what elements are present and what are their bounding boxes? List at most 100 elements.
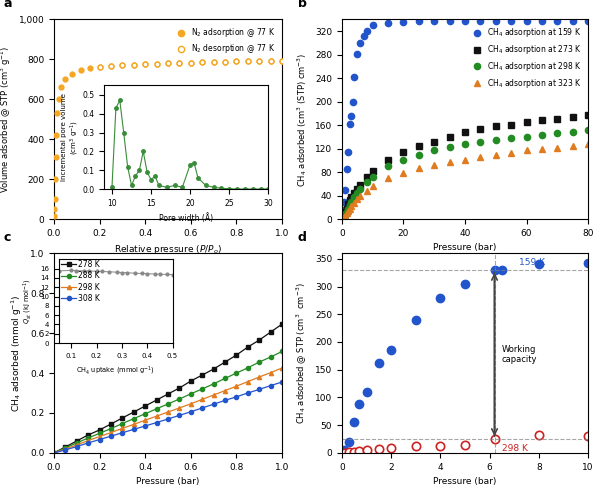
Y-axis label: Volume adsorbed @ STP (cm$^3$ g$^{-1}$): Volume adsorbed @ STP (cm$^3$ g$^{-1}$) <box>0 46 13 193</box>
308 K <box>153 420 160 426</box>
CH$_4$ adsorption at 298 K <box>346 202 353 208</box>
Text: 159 K: 159 K <box>519 259 545 267</box>
288 K <box>278 349 286 355</box>
CH$_4$ adsorption at 273 K <box>523 119 530 125</box>
308 K <box>164 416 172 422</box>
298 K <box>153 413 160 419</box>
CH$_4$ adsorption at 323 K <box>350 200 358 206</box>
298 K <box>107 430 115 435</box>
CH$_4$ adsorption at 323 K <box>446 159 453 165</box>
288 K <box>244 365 251 371</box>
278 K <box>119 415 126 421</box>
CH$_4$ adsorption at 323 K <box>477 154 484 160</box>
278 K <box>187 378 194 384</box>
CH$_4$ adsorption at 159 K <box>347 113 355 119</box>
CH$_4$ adsorption at 273 K <box>446 134 453 140</box>
CH$_4$ adsorption at 273 K <box>554 116 561 122</box>
Line: CH$_4$ adsorption at 323 K: CH$_4$ adsorption at 323 K <box>339 141 591 222</box>
CH$_4$ adsorption at 273 K <box>415 143 422 149</box>
298 K <box>164 409 172 415</box>
288 K <box>233 370 240 376</box>
CH$_4$ adsorption at 298 K <box>461 141 469 147</box>
CH$_4$ adsorption at 323 K <box>354 196 361 202</box>
CH$_4$ adsorption at 323 K <box>343 210 350 216</box>
308 K <box>107 433 115 439</box>
CH$_4$ adsorption at 298 K <box>341 211 349 217</box>
CH$_4$ adsorption at 298 K <box>340 215 347 221</box>
CH$_4$ adsorption at 273 K <box>385 157 392 163</box>
CH$_4$ adsorption at 298 K <box>363 179 370 185</box>
CH$_4$ adsorption at 273 K <box>339 216 346 222</box>
CH$_4$ adsorption at 159 K <box>360 33 367 39</box>
298 K <box>233 383 240 389</box>
X-axis label: Pressure (bar): Pressure (bar) <box>433 244 497 252</box>
CH$_4$ adsorption at 273 K <box>341 212 348 218</box>
298 K <box>278 365 286 371</box>
278 K <box>62 444 69 450</box>
CH$_4$ adsorption at 323 K <box>431 162 438 168</box>
CH$_4$ adsorption at 323 K <box>369 183 376 188</box>
298 K <box>119 426 126 431</box>
CH$_4$ adsorption at 159 K <box>344 149 352 154</box>
308 K <box>267 383 274 389</box>
288 K <box>142 411 149 417</box>
CH$_4$ adsorption at 273 K <box>354 186 361 191</box>
CH$_4$ adsorption at 323 K <box>492 151 499 157</box>
278 K <box>130 409 137 415</box>
308 K <box>96 437 103 443</box>
308 K <box>256 387 263 393</box>
278 K <box>96 427 103 433</box>
288 K <box>85 435 92 441</box>
CH$_4$ adsorption at 273 K <box>538 117 545 123</box>
308 K <box>142 423 149 429</box>
Y-axis label: CH$_4$ adsorbed (mmol g$^{-1}$): CH$_4$ adsorbed (mmol g$^{-1}$) <box>10 295 25 412</box>
Legend: CH$_4$ adsorption at 159 K, CH$_4$ adsorption at 273 K, CH$_4$ adsorption at 298: CH$_4$ adsorption at 159 K, CH$_4$ adsor… <box>466 23 584 93</box>
Line: 298 K: 298 K <box>52 366 284 455</box>
288 K <box>256 359 263 365</box>
CH$_4$ adsorption at 159 K <box>584 18 592 23</box>
CH$_4$ adsorption at 323 K <box>357 193 364 199</box>
278 K <box>107 421 115 427</box>
298 K <box>199 396 206 402</box>
CH$_4$ adsorption at 323 K <box>584 141 592 147</box>
CH$_4$ adsorption at 298 K <box>347 199 355 205</box>
CH$_4$ adsorption at 298 K <box>354 190 361 196</box>
CH$_4$ adsorption at 159 K <box>523 18 530 23</box>
308 K <box>176 412 183 418</box>
CH$_4$ adsorption at 273 K <box>346 197 353 203</box>
CH$_4$ adsorption at 159 K <box>339 215 346 221</box>
308 K <box>85 440 92 446</box>
298 K <box>187 401 194 407</box>
298 K <box>210 392 217 398</box>
CH$_4$ adsorption at 159 K <box>508 18 515 23</box>
CH$_4$ adsorption at 298 K <box>492 137 499 143</box>
278 K <box>142 403 149 409</box>
CH$_4$ adsorption at 273 K <box>363 174 370 180</box>
CH$_4$ adsorption at 159 K <box>477 18 484 23</box>
278 K <box>278 321 286 327</box>
288 K <box>176 396 183 402</box>
Text: Working
capacity: Working capacity <box>502 345 538 364</box>
CH$_4$ adsorption at 159 K <box>341 187 349 193</box>
CH$_4$ adsorption at 273 K <box>369 168 376 174</box>
CH$_4$ adsorption at 273 K <box>347 194 355 200</box>
CH$_4$ adsorption at 323 K <box>341 214 348 220</box>
CH$_4$ adsorption at 323 K <box>508 150 515 156</box>
CH$_4$ adsorption at 273 K <box>341 209 349 215</box>
CH$_4$ adsorption at 323 K <box>340 216 347 222</box>
CH$_4$ adsorption at 159 K <box>431 18 438 23</box>
288 K <box>73 440 80 446</box>
CH$_4$ adsorption at 298 K <box>538 132 545 138</box>
308 K <box>199 405 206 411</box>
CH$_4$ adsorption at 298 K <box>431 147 438 153</box>
CH$_4$ adsorption at 273 K <box>477 126 484 132</box>
298 K <box>176 405 183 411</box>
CH$_4$ adsorption at 298 K <box>523 134 530 140</box>
CH$_4$ adsorption at 323 K <box>538 146 545 151</box>
308 K <box>233 394 240 400</box>
CH$_4$ adsorption at 298 K <box>415 151 422 157</box>
CH$_4$ adsorption at 298 K <box>569 130 576 135</box>
CH$_4$ adsorption at 298 K <box>446 144 453 150</box>
CH$_4$ adsorption at 273 K <box>340 215 347 221</box>
308 K <box>119 430 126 436</box>
